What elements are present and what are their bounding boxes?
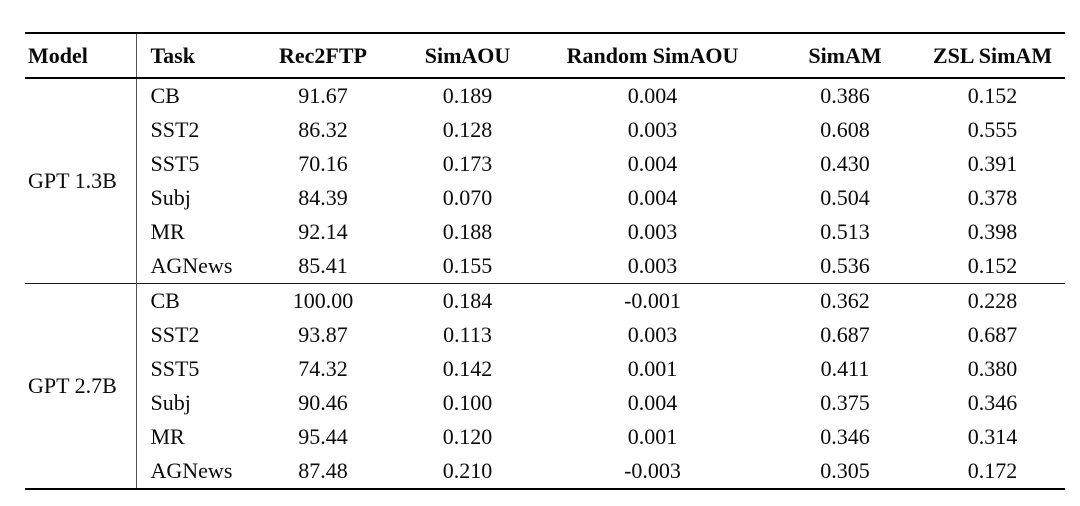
metric-value: 0.070 (442, 185, 493, 210)
model-label: GPT 1.3B (25, 78, 137, 284)
metric-value: 0.314 (967, 424, 1018, 449)
metric-value: 95.44 (298, 424, 348, 449)
metric-value: 0.228 (967, 288, 1018, 313)
metric-value: 92.14 (298, 219, 348, 244)
model-label: GPT 2.7B (25, 283, 137, 489)
metric-value: 0.411 (820, 356, 870, 381)
metric-value: 0.536 (820, 253, 870, 278)
table-row: MR 92.14 0.188 0.003 0.513 0.398 (25, 215, 1065, 249)
results-table: Model Task Rec2FTP SimAOU Random SimAOU … (25, 32, 1065, 490)
table-row: GPT 1.3B CB 91.67 0.189 0.004 0.386 0.152 (25, 78, 1065, 284)
table-row: SST2 86.32 0.128 0.003 0.608 0.555 (25, 113, 1065, 147)
table-group-gpt-2-7b: GPT 2.7B CB 100.00 0.184 -0.001 0.362 0.228 SST… (25, 283, 1065, 489)
metric-value: -0.001 (624, 288, 681, 313)
table-group-gpt-1-3b: GPT 1.3B CB 91.67 0.189 0.004 0.386 0.152 SST2 8… (25, 78, 1065, 284)
metric-value: 0.004 (627, 185, 678, 210)
task-label: Subj (150, 390, 191, 415)
metric-value: 0.346 (967, 390, 1018, 415)
metric-value: 0.391 (967, 151, 1018, 176)
metric-value: 0.003 (627, 253, 678, 278)
metric-value: 0.687 (967, 322, 1018, 347)
metric-value: 90.46 (298, 390, 348, 415)
table-header: Model Task Rec2FTP SimAOU Random SimAOU … (25, 33, 1065, 78)
metric-value: 0.189 (442, 83, 493, 108)
column-header-random-simaou: Random SimAOU (566, 42, 739, 68)
metric-value: 0.142 (442, 356, 493, 381)
metric-value: 0.184 (442, 288, 493, 313)
metric-value: 0.003 (627, 219, 678, 244)
metric-value: 0.152 (967, 253, 1018, 278)
metric-value: 0.380 (967, 356, 1018, 381)
table-row: SST2 93.87 0.113 0.003 0.687 0.687 (25, 318, 1065, 352)
table-row: AGNews 85.41 0.155 0.003 0.536 0.152 (25, 249, 1065, 284)
metric-value: 87.48 (298, 458, 348, 483)
metric-value: 0.004 (627, 151, 678, 176)
task-label: AGNews (150, 458, 233, 483)
metric-value: 0.513 (820, 219, 870, 244)
column-header-zsl-simam: ZSL SimAM (932, 42, 1053, 68)
metric-value: 0.173 (442, 151, 493, 176)
column-header-task: Task (150, 42, 195, 68)
task-label: SST5 (150, 151, 200, 176)
metric-value: 0.100 (442, 390, 493, 415)
metric-value: 93.87 (298, 322, 348, 347)
metric-value: 0.152 (967, 83, 1018, 108)
metric-value: 85.41 (298, 253, 348, 278)
metric-value: 100.00 (292, 288, 354, 313)
task-label: SST5 (150, 356, 200, 381)
task-label: CB (150, 83, 180, 108)
task-label: CB (150, 288, 180, 313)
metric-value: -0.003 (624, 458, 681, 483)
table-row: Subj 90.46 0.100 0.004 0.375 0.346 (25, 386, 1065, 420)
metric-value: 0.608 (820, 117, 870, 142)
column-header-simaou: SimAOU (424, 42, 511, 68)
metric-value: 0.687 (820, 322, 870, 347)
metric-value: 0.155 (442, 253, 493, 278)
metric-value: 0.001 (627, 424, 678, 449)
metric-value: 0.210 (442, 458, 493, 483)
metric-value: 0.378 (967, 185, 1018, 210)
metric-value: 0.555 (967, 117, 1018, 142)
metric-value: 0.386 (820, 83, 870, 108)
task-label: MR (150, 424, 185, 449)
table-row: GPT 2.7B CB 100.00 0.184 -0.001 0.362 0.228 (25, 283, 1065, 489)
metric-value: 0.172 (967, 458, 1018, 483)
metric-value: 0.003 (627, 117, 678, 142)
metric-value: 84.39 (298, 185, 348, 210)
metric-value: 0.113 (443, 322, 492, 347)
table-row: SST5 74.32 0.142 0.001 0.411 0.380 (25, 352, 1065, 386)
metric-value: 0.001 (627, 356, 678, 381)
metric-value: 0.362 (820, 288, 870, 313)
metric-value: 74.32 (298, 356, 348, 381)
column-header-rec2ftp: Rec2FTP (279, 42, 367, 68)
column-header-simam: SimAM (808, 42, 882, 68)
metric-value: 0.346 (820, 424, 870, 449)
task-label: AGNews (150, 253, 233, 278)
table-row: MR 95.44 0.120 0.001 0.346 0.314 (25, 420, 1065, 454)
metric-value: 0.504 (820, 185, 870, 210)
metric-value: 0.375 (820, 390, 870, 415)
metric-value: 91.67 (298, 83, 348, 108)
table-row: AGNews 87.48 0.210 -0.003 0.305 0.172 (25, 454, 1065, 489)
task-label: SST2 (150, 117, 200, 142)
metric-value: 0.003 (627, 322, 678, 347)
metric-value: 0.430 (820, 151, 870, 176)
table-row: Subj 84.39 0.070 0.004 0.504 0.378 (25, 181, 1065, 215)
task-label: MR (150, 219, 185, 244)
metric-value: 70.16 (298, 151, 348, 176)
metric-value: 0.120 (442, 424, 493, 449)
metric-value: 0.398 (967, 219, 1018, 244)
task-label: Subj (150, 185, 191, 210)
header-row: Model Task Rec2FTP SimAOU Random SimAOU … (25, 33, 1065, 78)
column-header-model: Model (25, 33, 137, 78)
metric-value: 0.004 (627, 83, 678, 108)
metric-value: 0.004 (627, 390, 678, 415)
table-row: SST5 70.16 0.173 0.004 0.430 0.391 (25, 147, 1065, 181)
metric-value: 0.305 (820, 458, 870, 483)
task-label: SST2 (150, 322, 200, 347)
metric-value: 0.128 (442, 117, 493, 142)
metric-value: 86.32 (298, 117, 348, 142)
metric-value: 0.188 (442, 219, 493, 244)
